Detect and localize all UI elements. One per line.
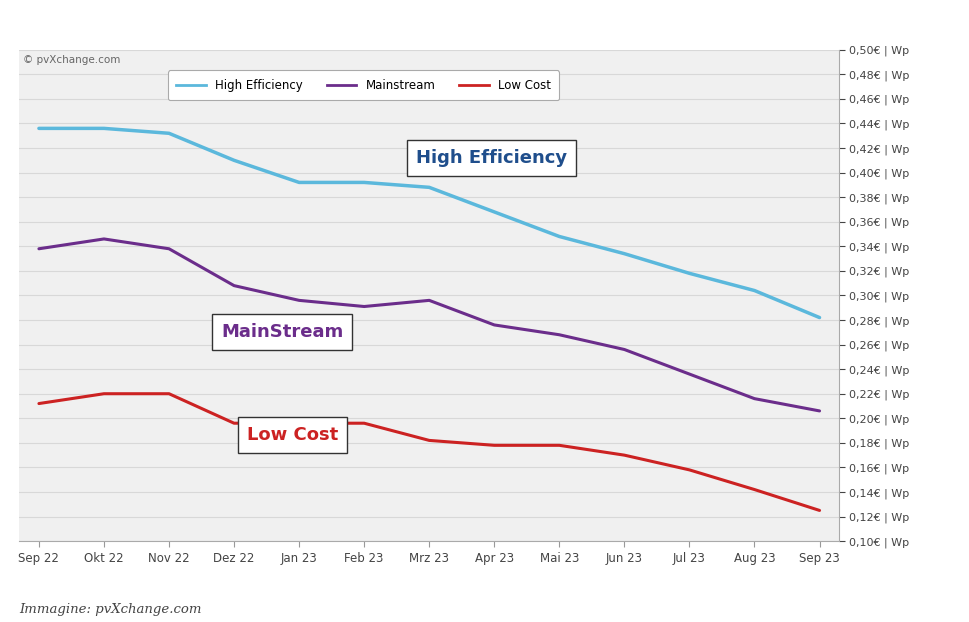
Text: Low Cost: Low Cost	[247, 427, 338, 444]
Legend: High Efficiency, Mainstream, Low Cost: High Efficiency, Mainstream, Low Cost	[168, 70, 559, 100]
Text: MainStream: MainStream	[221, 323, 343, 341]
Text: Immagine: pvXchange.com: Immagine: pvXchange.com	[19, 603, 202, 616]
Text: High Efficiency: High Efficiency	[416, 149, 567, 167]
Text: © pvXchange.com: © pvXchange.com	[23, 55, 121, 65]
